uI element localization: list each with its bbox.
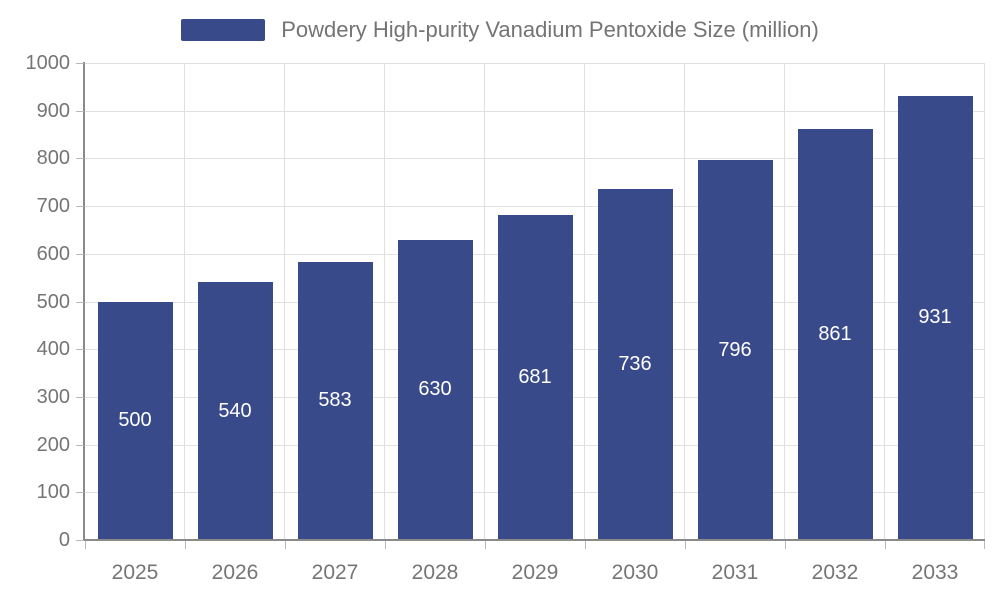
gridline-vertical — [384, 63, 385, 540]
bar-value-label: 500 — [118, 409, 152, 432]
y-tick-mark — [76, 301, 84, 303]
x-axis-labels: 2025 2026 2027 2028 2029 2030 2031 2032 2033 — [85, 559, 985, 589]
bar: 861 — [797, 129, 873, 540]
y-tick-label: 500 — [36, 290, 70, 313]
x-axis-line — [83, 539, 985, 541]
x-tick-label: 2029 — [511, 561, 559, 584]
legend-label: Powdery High-purity Vanadium Pentoxide S… — [281, 17, 819, 42]
bar-value-label: 540 — [218, 399, 252, 422]
x-tick-mark — [385, 541, 386, 549]
legend[interactable]: Powdery High-purity Vanadium Pentoxide S… — [0, 17, 1000, 43]
x-tick-label: 2030 — [611, 561, 659, 584]
gridline-horizontal — [85, 110, 985, 112]
x-tick-mark — [685, 541, 686, 549]
bar-value-label: 630 — [418, 378, 452, 401]
y-tick-label: 400 — [36, 338, 70, 361]
y-axis-labels: 0 100 200 300 400 500 600 700 800 900 1000 — [0, 52, 71, 551]
bar: 540 — [197, 282, 273, 540]
y-tick-mark — [76, 110, 84, 112]
gridline-vertical — [784, 63, 785, 540]
bar-value-label: 796 — [718, 338, 752, 361]
bar: 630 — [397, 239, 473, 540]
x-tick-label: 2031 — [711, 561, 759, 584]
y-tick-label: 200 — [36, 433, 70, 456]
x-tick-label: 2033 — [911, 561, 959, 584]
bar: 500 — [97, 301, 173, 540]
gridline-horizontal — [85, 206, 985, 208]
y-tick-label: 800 — [36, 147, 70, 170]
legend-swatch — [181, 19, 266, 41]
y-tick-mark — [76, 63, 84, 64]
x-tick-label: 2027 — [311, 561, 359, 584]
y-tick-label: 1000 — [25, 52, 71, 74]
x-tick-label: 2025 — [111, 561, 159, 584]
y-tick-mark — [76, 253, 84, 255]
bar: 931 — [897, 95, 973, 540]
bar-value-label: 931 — [918, 306, 952, 329]
x-tick-mark — [185, 541, 186, 549]
gridline-vertical — [884, 63, 885, 540]
y-tick-mark — [76, 540, 84, 541]
gridline-vertical — [184, 63, 185, 540]
plot-area: 500 540 583 630 681 736 796 861 931 — [85, 63, 985, 540]
y-tick-label: 700 — [36, 195, 70, 218]
y-tick-label: 900 — [36, 99, 70, 122]
y-tick-mark — [76, 158, 84, 160]
y-tick-mark — [76, 396, 84, 398]
x-tick-mark — [885, 541, 886, 549]
bar-value-label: 736 — [618, 352, 652, 375]
y-tick-label: 300 — [36, 385, 70, 408]
x-tick-mark — [785, 541, 786, 549]
bar: 796 — [697, 160, 773, 540]
gridline-horizontal — [85, 63, 985, 64]
x-tick-label: 2032 — [811, 561, 859, 584]
gridline-vertical — [684, 63, 685, 540]
gridline-vertical — [284, 63, 285, 540]
x-tick-mark — [285, 541, 286, 549]
bar: 736 — [597, 188, 673, 540]
x-tick-label: 2026 — [211, 561, 259, 584]
x-tick-mark — [984, 541, 985, 549]
gridline-horizontal — [85, 158, 985, 160]
y-tick-mark — [76, 444, 84, 446]
bar: 681 — [497, 215, 573, 540]
x-axis-ticks — [85, 541, 985, 549]
x-tick-mark — [85, 541, 86, 549]
y-tick-label: 600 — [36, 242, 70, 265]
gridline-vertical — [484, 63, 485, 540]
y-tick-label: 0 — [58, 529, 70, 551]
bar-value-label: 681 — [518, 366, 552, 389]
x-tick-mark — [585, 541, 586, 549]
y-tick-mark — [76, 349, 84, 351]
x-tick-mark — [485, 541, 486, 549]
bar: 583 — [297, 261, 373, 540]
gridline-vertical — [584, 63, 585, 540]
y-axis-line — [83, 62, 85, 541]
gridline-vertical — [984, 63, 985, 540]
y-tick-label: 100 — [36, 481, 70, 504]
bar-value-label: 861 — [818, 323, 852, 346]
y-axis-ticks — [76, 63, 84, 541]
y-tick-mark — [76, 492, 84, 494]
x-tick-label: 2028 — [411, 561, 459, 584]
bar-value-label: 583 — [318, 389, 352, 412]
y-tick-mark — [76, 206, 84, 208]
